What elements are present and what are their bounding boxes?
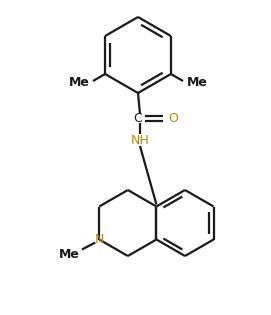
Text: N: N [95, 233, 104, 246]
Text: Me: Me [69, 77, 89, 89]
Text: NH: NH [131, 134, 149, 146]
Text: Me: Me [59, 248, 79, 261]
Text: C: C [134, 112, 142, 124]
Text: Me: Me [187, 77, 208, 89]
Text: O: O [168, 112, 178, 124]
